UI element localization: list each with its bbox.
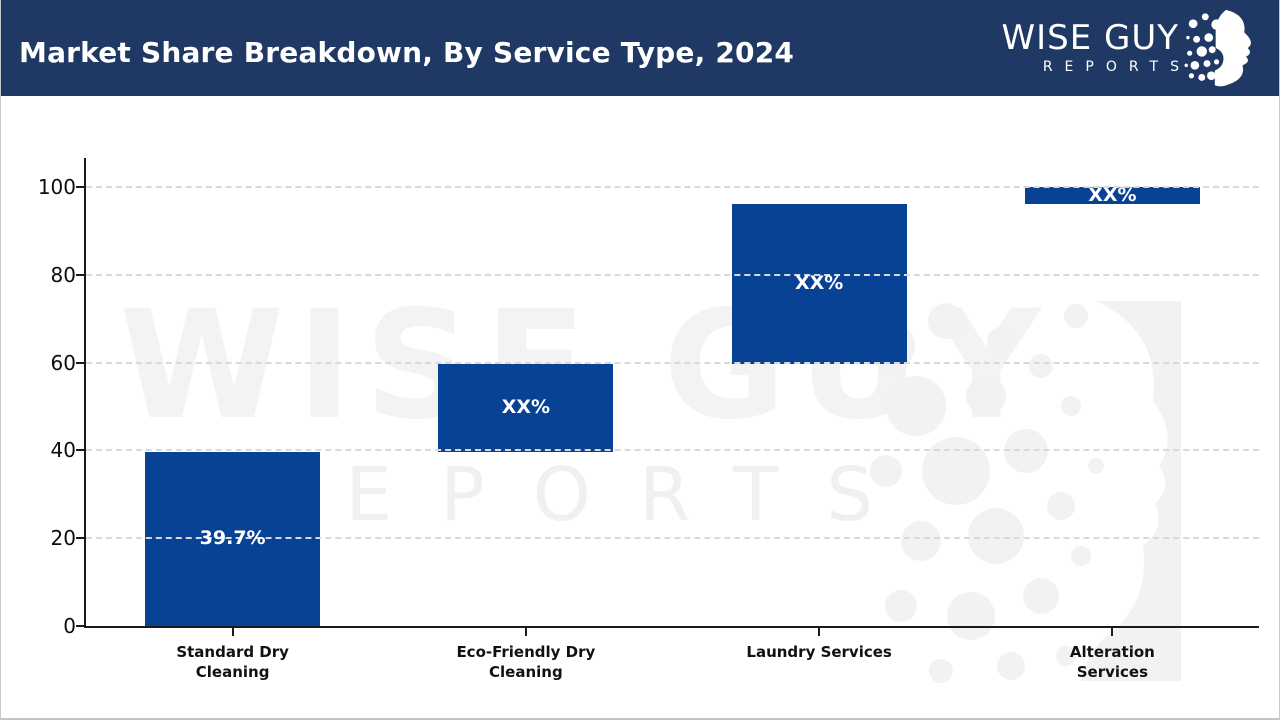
category-label: Laundry Services	[709, 642, 929, 662]
y-axis-line	[84, 158, 86, 628]
y-tick-label: 60	[50, 350, 76, 375]
bar-segment	[438, 363, 614, 452]
x-tick	[524, 628, 527, 636]
x-tick	[818, 628, 821, 636]
category-label-line: Alteration	[1069, 643, 1155, 661]
wise-guy-logo: WISE GUY REPORTS	[1001, 6, 1259, 90]
y-tick	[76, 186, 84, 188]
bar-value-label: XX%	[1088, 183, 1137, 206]
category-label-line: Eco-Friendly Dry	[456, 643, 596, 661]
y-tick	[76, 625, 84, 627]
header: Market Share Breakdown, By Service Type,…	[1, 0, 1279, 96]
y-tick	[76, 449, 84, 452]
page-title: Market Share Breakdown, By Service Type,…	[19, 35, 795, 69]
y-gridline	[86, 273, 1259, 276]
bar-value-label: XX%	[501, 395, 551, 418]
logo-text: WISE GUY REPORTS	[1001, 18, 1179, 74]
y-tick-label: 80	[50, 262, 76, 287]
category-label-line: Standard Dry	[176, 643, 289, 661]
x-axis-line	[84, 626, 1259, 628]
y-tick-label: 20	[50, 526, 76, 551]
bar-value-label: 39.7%	[199, 526, 266, 549]
y-gridline	[86, 361, 1259, 364]
y-tick-label: 0	[63, 614, 76, 638]
logo-subtext: REPORTS	[1042, 58, 1191, 75]
category-label-line: Cleaning	[195, 663, 270, 681]
category-label: Eco-Friendly Dry Cleaning	[416, 642, 636, 682]
waterfall-chart: 0 20 40 60 80 100 39.7% Standard Dry Cleaning XX%…	[1, 96, 1279, 718]
y-tick	[76, 361, 84, 364]
y-tick	[76, 273, 84, 276]
bar-segment	[1024, 187, 1200, 205]
category-label-line: Services	[1076, 663, 1149, 681]
chart-area: WISE GUY REPORTS 0 20 40 60 80 100 39.7% Standa…	[1, 96, 1279, 718]
category-label: Standard Dry Cleaning	[123, 642, 343, 682]
y-gridline	[86, 537, 1259, 540]
logo-head-icon	[1184, 9, 1251, 87]
bar-segment	[731, 204, 907, 364]
category-label: Alteration Services	[1002, 642, 1222, 682]
category-label-line: Cleaning	[489, 663, 563, 681]
x-tick	[1111, 628, 1114, 636]
x-tick	[231, 628, 234, 636]
y-gridline	[86, 449, 1259, 452]
bar-value-label: XX%	[794, 272, 844, 295]
y-tick-label: 100	[37, 175, 76, 199]
watermark-subtext: REPORTS	[246, 452, 922, 538]
category-label-line: Laundry Services	[746, 643, 892, 661]
y-tick	[76, 537, 84, 540]
y-gridline	[86, 186, 1259, 188]
logo-wordmark: WISE GUY	[1001, 18, 1179, 59]
y-tick-label: 40	[50, 438, 76, 463]
